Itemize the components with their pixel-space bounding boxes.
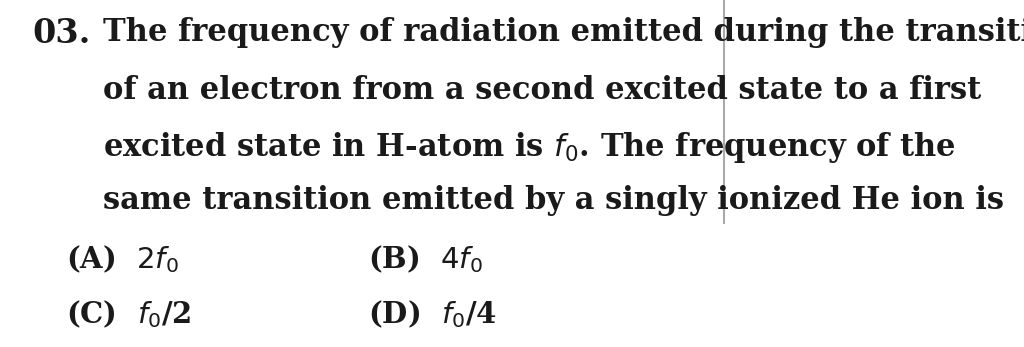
- Text: (A)  $2f_0$: (A) $2f_0$: [66, 243, 179, 275]
- Text: (B)  $4f_0$: (B) $4f_0$: [369, 243, 483, 275]
- Text: (C)  $f_0$/2: (C) $f_0$/2: [66, 298, 191, 330]
- Text: excited state in H-atom is $f_0$. The frequency of the: excited state in H-atom is $f_0$. The fr…: [102, 130, 955, 165]
- Text: 03.: 03.: [32, 17, 90, 50]
- Text: of an electron from a second excited state to a first: of an electron from a second excited sta…: [102, 75, 981, 105]
- Text: same transition emitted by a singly ionized He ion is: same transition emitted by a singly ioni…: [102, 185, 1004, 217]
- Text: The frequency of radiation emitted during the transition: The frequency of radiation emitted durin…: [102, 17, 1024, 48]
- Text: (D)  $f_0$/4: (D) $f_0$/4: [369, 298, 497, 330]
